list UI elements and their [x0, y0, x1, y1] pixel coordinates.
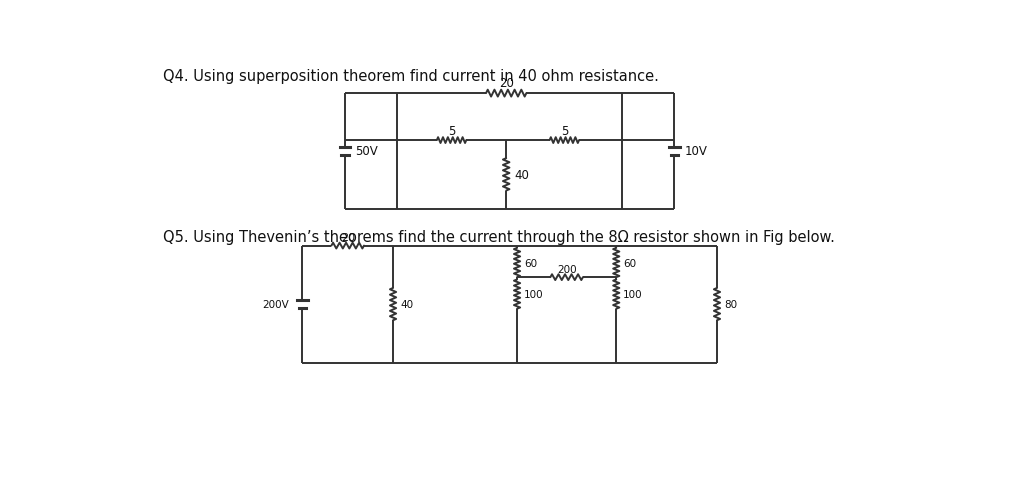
- Text: 50V: 50V: [355, 145, 378, 158]
- Text: 40: 40: [514, 168, 528, 181]
- Text: 60: 60: [524, 258, 538, 268]
- Text: 100: 100: [524, 290, 544, 300]
- Text: Q4. Using superposition theorem find current in 40 ohm resistance.: Q4. Using superposition theorem find cur…: [163, 69, 658, 84]
- Text: 80: 80: [724, 300, 737, 310]
- Text: 200V: 200V: [262, 300, 289, 310]
- Text: 60: 60: [624, 258, 636, 268]
- Text: 5: 5: [560, 125, 568, 138]
- Text: 100: 100: [624, 290, 643, 300]
- Text: 200: 200: [557, 265, 577, 275]
- Text: 20: 20: [341, 232, 354, 242]
- Text: Q5. Using Thevenin’s theorems find the current through the 8Ω resistor shown in : Q5. Using Thevenin’s theorems find the c…: [163, 229, 835, 244]
- Text: 5: 5: [447, 125, 456, 138]
- Text: 20: 20: [499, 77, 514, 90]
- Text: 40: 40: [400, 300, 413, 310]
- Text: 10V: 10V: [684, 145, 708, 158]
